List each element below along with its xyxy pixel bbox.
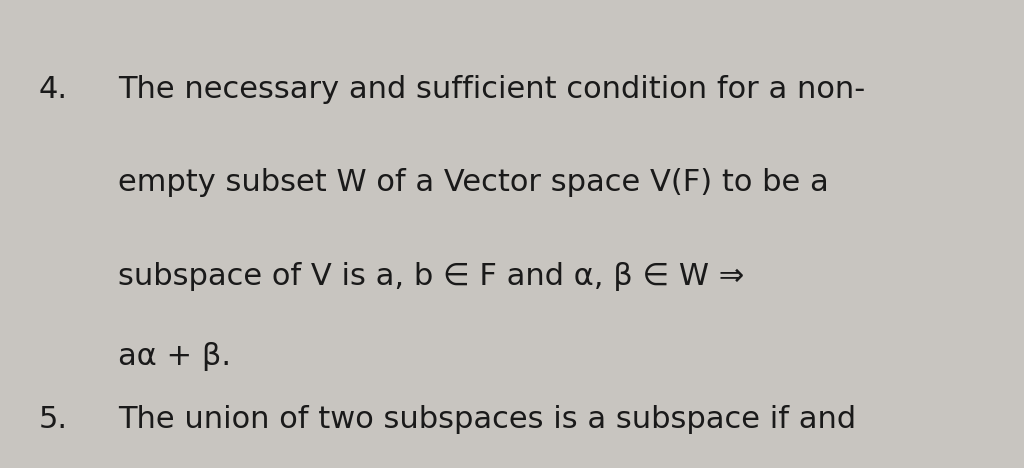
Text: 5.: 5. [39, 405, 68, 434]
Text: The union of two subspaces is a subspace if and: The union of two subspaces is a subspace… [118, 405, 856, 434]
Text: empty subset W of a Vector space V(F) to be a: empty subset W of a Vector space V(F) to… [118, 168, 828, 197]
Text: The necessary and sufficient condition for a non-: The necessary and sufficient condition f… [118, 75, 865, 104]
Text: 4.: 4. [39, 75, 68, 104]
Text: subspace of V is a, b ∈ F and α, β ∈ W ⇒: subspace of V is a, b ∈ F and α, β ∈ W ⇒ [118, 262, 744, 291]
Text: aα + β.: aα + β. [118, 342, 230, 371]
